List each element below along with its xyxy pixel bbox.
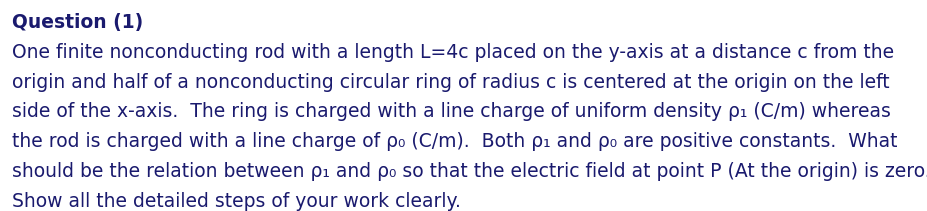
Text: side of the x-axis.  The ring is charged with a line charge of uniform density ρ: side of the x-axis. The ring is charged … [12, 102, 891, 121]
Text: should be the relation between ρ₁ and ρ₀ so that the electric field at point P (: should be the relation between ρ₁ and ρ₀… [12, 162, 927, 181]
Text: the rod is charged with a line charge of ρ₀ (C/m).  Both ρ₁ and ρ₀ are positive : the rod is charged with a line charge of… [12, 132, 897, 151]
Text: origin and half of a nonconducting circular ring of radius c is centered at the : origin and half of a nonconducting circu… [12, 73, 890, 92]
Text: Question (1): Question (1) [12, 13, 144, 32]
Text: Show all the detailed steps of your work clearly.: Show all the detailed steps of your work… [12, 192, 461, 211]
Text: One finite nonconducting rod with a length L=4c placed on the y-axis at a distan: One finite nonconducting rod with a leng… [12, 43, 895, 62]
